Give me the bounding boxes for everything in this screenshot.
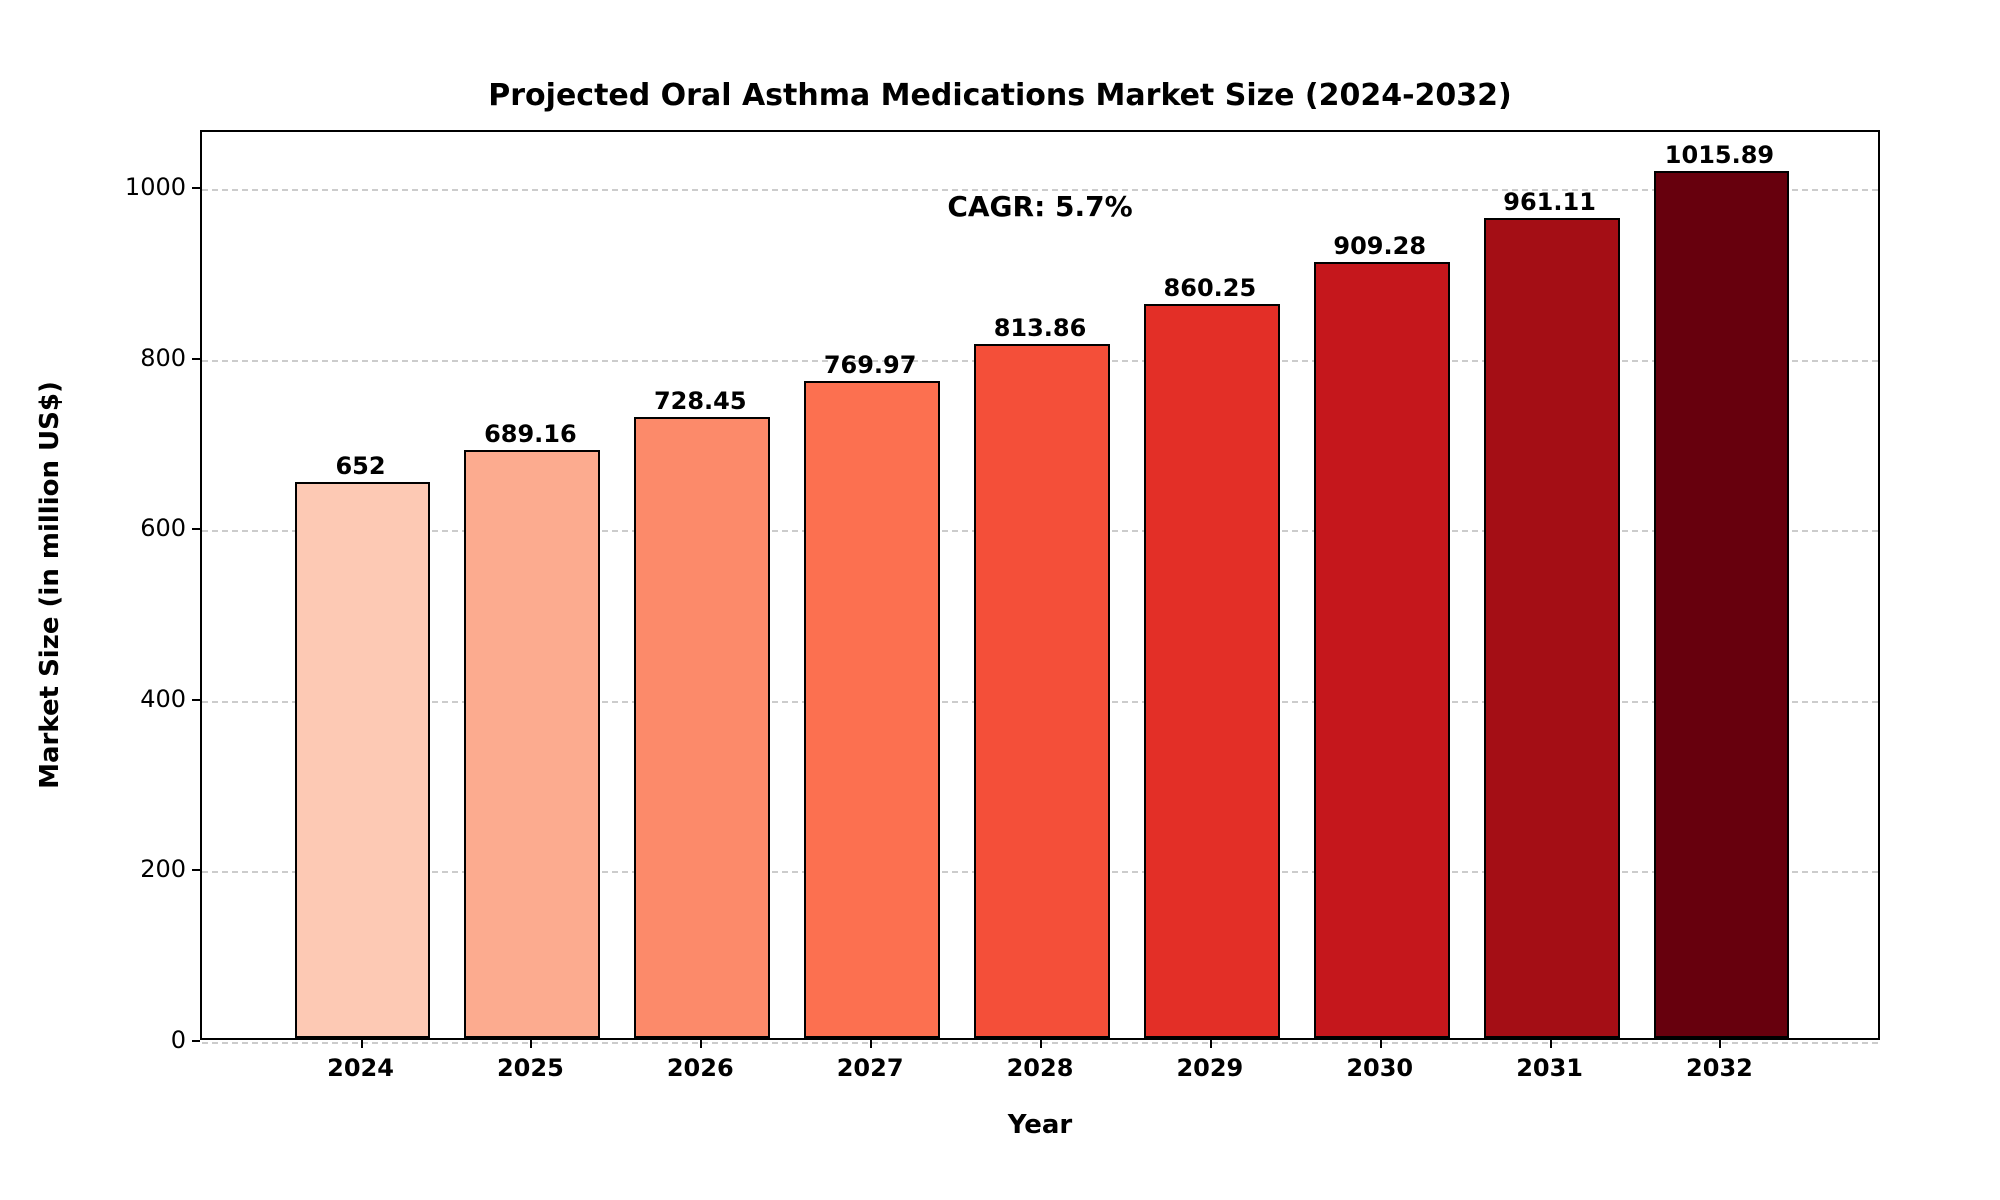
ytick-label: 1000 — [125, 173, 186, 201]
ytick-label: 400 — [140, 685, 186, 713]
bar-value-label: 813.86 — [940, 314, 1140, 342]
bar — [1314, 262, 1450, 1038]
xtick-mark — [1210, 1040, 1212, 1048]
xtick-mark — [1550, 1040, 1552, 1048]
bar-value-label: 1015.89 — [1619, 141, 1819, 169]
bar-value-label: 961.11 — [1450, 188, 1650, 216]
xtick-mark — [1040, 1040, 1042, 1048]
bar — [974, 344, 1110, 1038]
ytick-mark — [192, 1040, 200, 1042]
bar-value-label: 728.45 — [600, 387, 800, 415]
ytick-label: 200 — [140, 855, 186, 883]
ytick-mark — [192, 187, 200, 189]
xtick-mark — [1380, 1040, 1382, 1048]
plot-area — [200, 130, 1880, 1040]
bar — [804, 381, 940, 1038]
bar-value-label: 769.97 — [770, 351, 970, 379]
ytick-mark — [192, 699, 200, 701]
ytick-label: 0 — [171, 1026, 186, 1054]
bar — [464, 450, 600, 1038]
xtick-mark — [1719, 1040, 1721, 1048]
xtick-mark — [870, 1040, 872, 1048]
bar-value-label: 909.28 — [1280, 232, 1480, 260]
chart-container: Projected Oral Asthma Medications Market… — [0, 0, 2000, 1200]
bar — [1484, 218, 1620, 1038]
ytick-label: 600 — [140, 514, 186, 542]
bar-value-label: 652 — [261, 452, 461, 480]
x-axis-label: Year — [1008, 1110, 1072, 1140]
y-axis-label: Market Size (in million US$) — [35, 381, 65, 789]
xtick-mark — [530, 1040, 532, 1048]
xtick-label: 2032 — [1619, 1054, 1819, 1082]
bar — [1654, 171, 1790, 1038]
ytick-mark — [192, 528, 200, 530]
xtick-mark — [700, 1040, 702, 1048]
bar — [1144, 304, 1280, 1038]
ytick-mark — [192, 358, 200, 360]
bar — [634, 417, 770, 1038]
ytick-mark — [192, 869, 200, 871]
xtick-mark — [361, 1040, 363, 1048]
chart-title: Projected Oral Asthma Medications Market… — [0, 78, 2000, 113]
bar-value-label: 689.16 — [430, 420, 630, 448]
bar — [295, 482, 431, 1038]
ytick-label: 800 — [140, 344, 186, 372]
cagr-annotation: CAGR: 5.7% — [947, 190, 1132, 223]
bar-value-label: 860.25 — [1110, 274, 1310, 302]
